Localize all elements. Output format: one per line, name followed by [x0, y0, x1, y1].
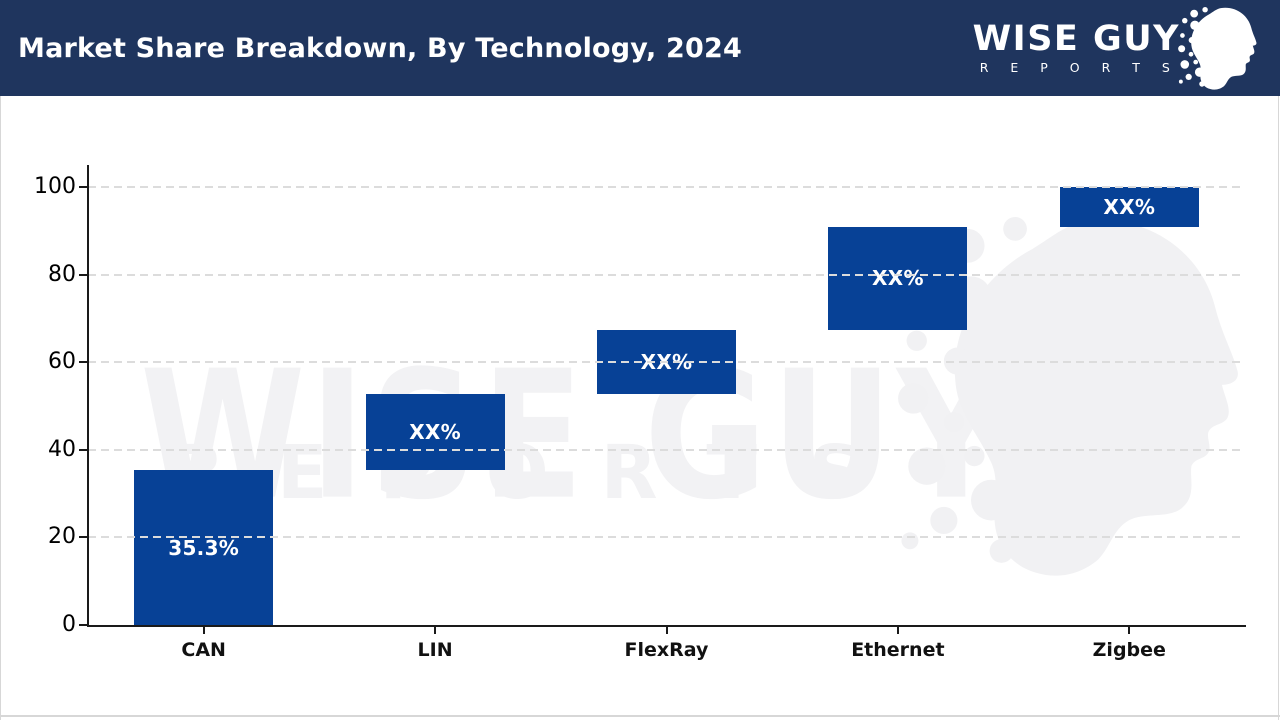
bar-ethernet: XX%	[828, 226, 968, 331]
frame-right-border	[1278, 96, 1279, 720]
y-tick-label-0: 0	[62, 612, 76, 637]
y-tick-label-80: 80	[48, 261, 76, 287]
gridline-60	[88, 361, 1245, 364]
page-title: Market Share Breakdown, By Technology, 2…	[18, 32, 743, 64]
y-axis-line	[87, 165, 89, 627]
x-tick-flexray	[665, 627, 668, 634]
bar-zigbee: XX%	[1059, 186, 1199, 227]
x-tick-label-ethernet: Ethernet	[851, 639, 945, 661]
wise-guy-logo: WISE GUY R E P O R T S	[973, 5, 1262, 91]
y-tick-label-20: 20	[48, 524, 76, 550]
logo-wordmark: WISE GUY R E P O R T S	[973, 21, 1180, 75]
bar-can: 35.3%	[134, 470, 274, 625]
gridline-20	[88, 536, 1245, 539]
watermark: WISE GUY REPORTS	[0, 96, 1280, 716]
x-tick-label-lin: LIN	[417, 639, 453, 661]
watermark-wordmark-line1: WISE GUY	[140, 333, 1010, 540]
y-tick-0	[79, 624, 87, 626]
head-profile-icon	[1178, 6, 1257, 90]
x-axis-line	[87, 625, 1246, 627]
x-tick-zigbee	[1128, 627, 1131, 634]
x-tick-lin	[434, 627, 437, 634]
frame-left-border	[0, 96, 1, 720]
bar-value-label-ethernet: XX%	[872, 266, 924, 291]
bar-value-label-lin: XX%	[409, 420, 461, 444]
frame-bottom-border	[0, 715, 1280, 717]
logo-wordmark-line2: R E P O R T S	[979, 59, 1179, 75]
gridline-80	[88, 273, 1245, 276]
y-tick-80	[79, 273, 87, 276]
gridline-100	[88, 185, 1245, 188]
y-tick-40	[79, 448, 87, 451]
y-tick-label-40: 40	[48, 436, 76, 462]
y-tick-20	[79, 536, 87, 539]
bar-lin: XX%	[365, 393, 505, 471]
x-tick-label-can: CAN	[181, 639, 226, 661]
x-tick-label-flexray: FlexRay	[624, 639, 709, 661]
watermark-wordmark-line2: REPORTS	[168, 430, 915, 516]
y-tick-label-100: 100	[34, 173, 76, 199]
bar-value-label-can: 35.3%	[168, 535, 240, 560]
y-tick-60	[79, 361, 87, 364]
x-tick-can	[202, 627, 205, 634]
bar-value-label-zigbee: XX%	[1103, 194, 1156, 219]
header-banner: Market Share Breakdown, By Technology, 2…	[0, 0, 1280, 96]
y-tick-100	[79, 185, 87, 188]
y-tick-label-60: 60	[48, 349, 76, 375]
x-tick-ethernet	[896, 627, 899, 634]
x-tick-label-zigbee: Zigbee	[1092, 639, 1166, 661]
gridline-40	[88, 448, 1245, 451]
logo-wordmark-line1: WISE GUY	[972, 19, 1180, 60]
